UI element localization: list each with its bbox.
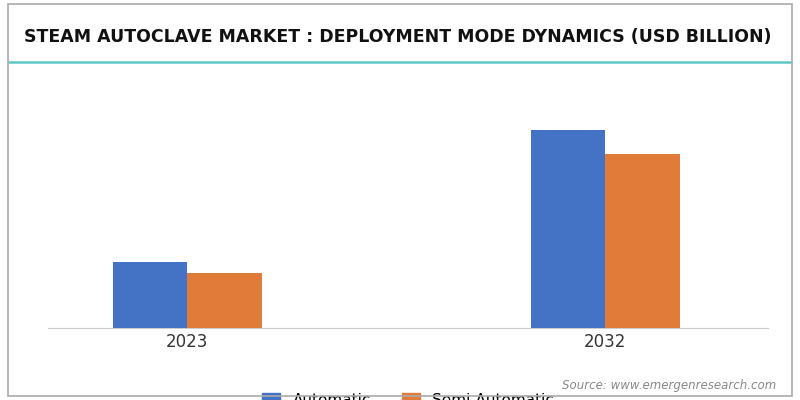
Legend: Automatic, Semi-Automatic: Automatic, Semi-Automatic: [256, 386, 560, 400]
Bar: [187, 273, 262, 328]
Text: Source: www.emergenresearch.com: Source: www.emergenresearch.com: [562, 379, 776, 392]
Bar: [113, 262, 187, 328]
Bar: [531, 130, 606, 328]
Text: STEAM AUTOCLAVE MARKET : DEPLOYMENT MODE DYNAMICS (USD BILLION): STEAM AUTOCLAVE MARKET : DEPLOYMENT MODE…: [24, 28, 771, 46]
Bar: [606, 154, 680, 328]
